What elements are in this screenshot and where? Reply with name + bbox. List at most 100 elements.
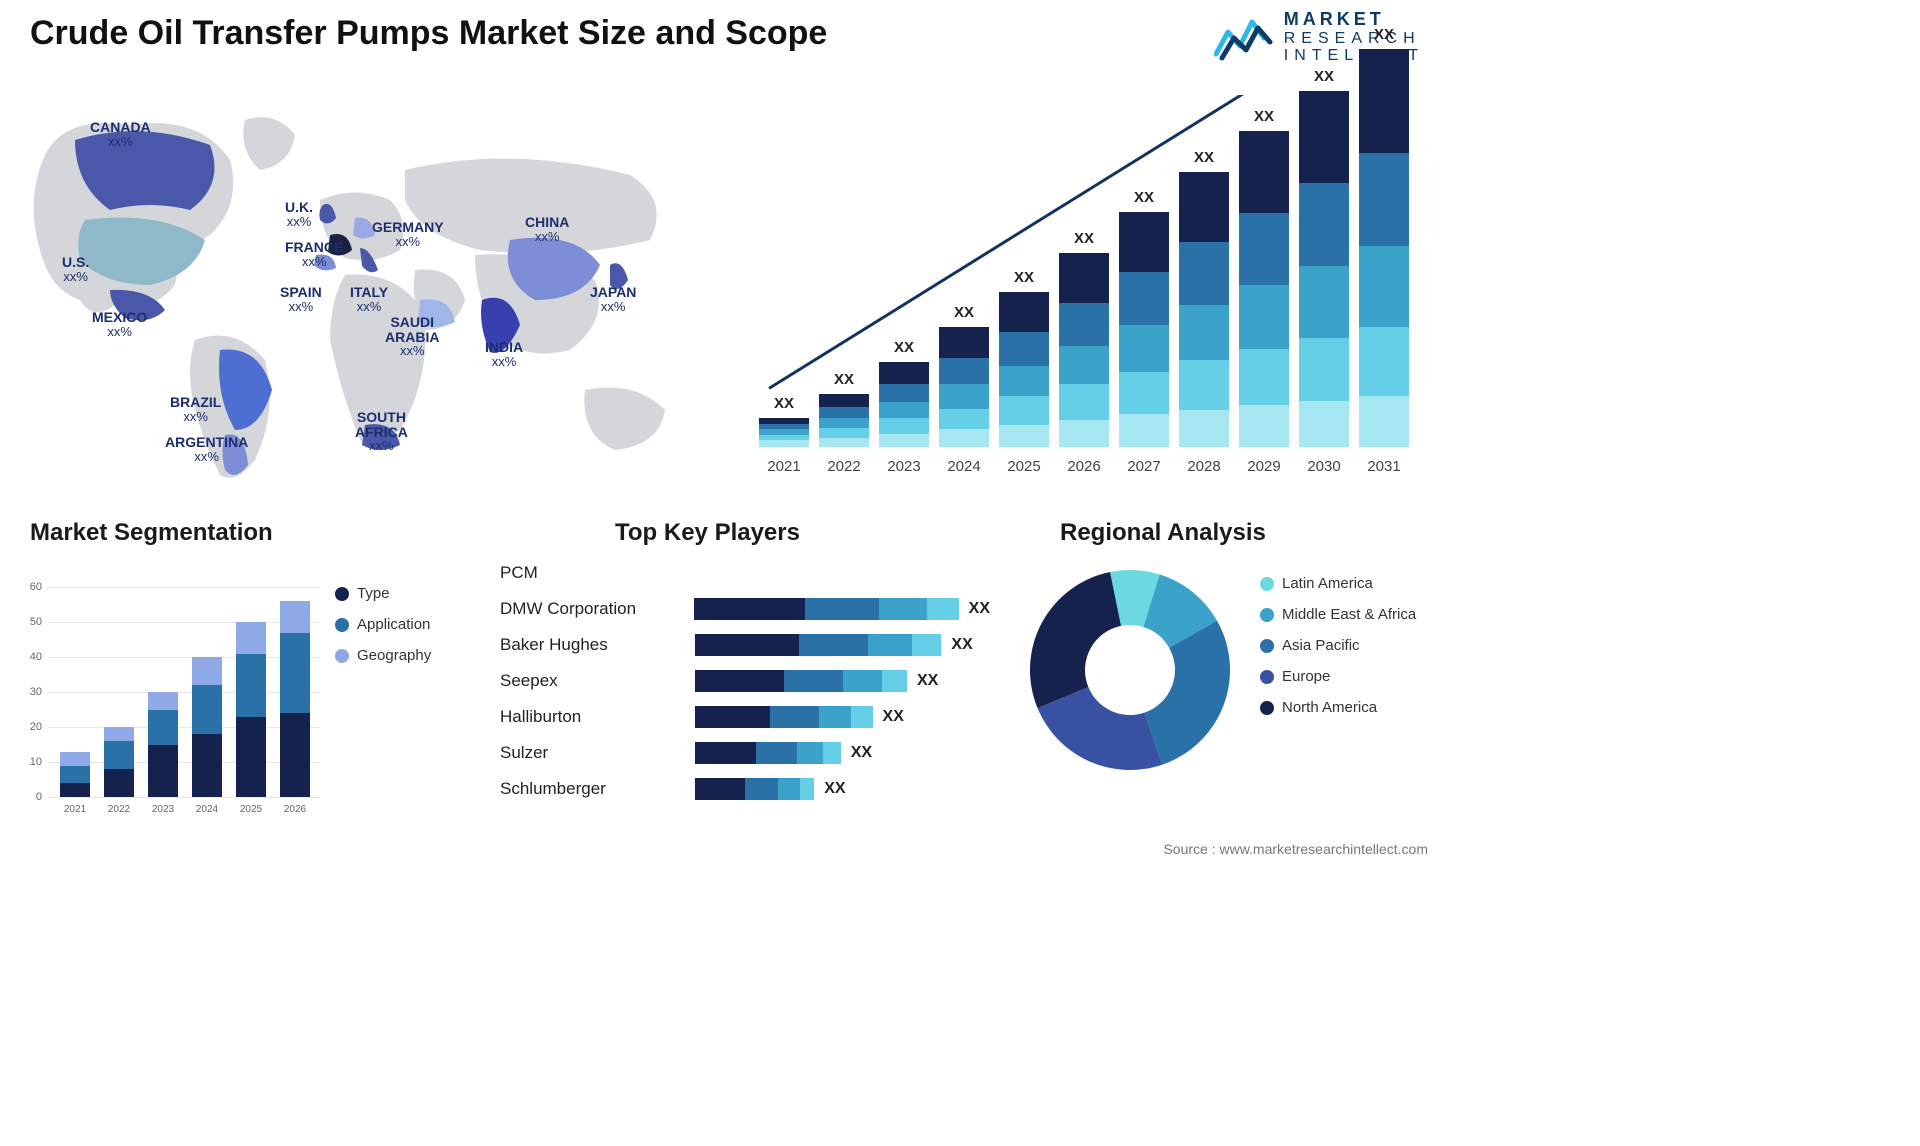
forecast-bar-segment	[939, 409, 989, 430]
world-map: CANADAxx%U.S.xx%MEXICOxx%BRAZILxx%ARGENT…	[10, 90, 715, 485]
regional-title: Regional Analysis	[1060, 519, 1266, 547]
legend-swatch-icon	[1260, 608, 1274, 622]
key-player-bar	[695, 634, 941, 656]
forecast-bar-segment	[1359, 49, 1409, 154]
page-title: Crude Oil Transfer Pumps Market Size and…	[30, 14, 827, 53]
seg-x-tick: 2021	[60, 804, 90, 815]
legend-label: North America	[1282, 699, 1377, 716]
key-player-value: XX	[951, 636, 972, 654]
forecast-bar-segment	[939, 429, 989, 447]
forecast-bar-segment	[819, 394, 869, 407]
key-player-bar-segment	[797, 742, 823, 764]
forecast-bar-segment	[999, 396, 1049, 425]
forecast-bar-segment	[879, 384, 929, 402]
forecast-bar-segment	[879, 434, 929, 447]
map-country-label: BRAZILxx%	[170, 395, 221, 423]
gridline	[48, 587, 320, 588]
legend-swatch-icon	[335, 649, 349, 663]
forecast-year-label: 2029	[1235, 458, 1293, 475]
key-player-row: HalliburtonXX	[500, 704, 990, 730]
forecast-value-label: XX	[939, 304, 989, 321]
forecast-value-label: XX	[819, 371, 869, 388]
forecast-bar-segment	[1359, 246, 1409, 327]
map-country-label: INDIAxx%	[485, 340, 523, 368]
key-player-bar-segment	[843, 670, 881, 692]
seg-y-tick: 50	[20, 616, 42, 628]
key-player-value: XX	[883, 708, 904, 726]
seg-y-tick: 60	[20, 581, 42, 593]
key-player-row: Baker Hughes XX	[500, 632, 990, 658]
map-country-label: CANADAxx%	[90, 120, 151, 148]
map-country-label: ITALYxx%	[350, 285, 388, 313]
forecast-bar-segment	[819, 407, 869, 418]
forecast-bar-segment	[939, 358, 989, 384]
forecast-bar-segment	[1059, 253, 1109, 303]
legend-swatch-icon	[335, 618, 349, 632]
forecast-bar-segment	[999, 425, 1049, 447]
key-player-bar-segment	[879, 598, 927, 620]
forecast-year-label: 2023	[875, 458, 933, 475]
map-country-label: U.S.xx%	[62, 255, 89, 283]
segmentation-chart: 0102030405060202120222023202420252026	[20, 560, 320, 815]
forecast-bar-segment	[1359, 396, 1409, 447]
map-country-label: U.K.xx%	[285, 200, 313, 228]
source-label: Source : www.marketresearchintellect.com	[1163, 841, 1428, 857]
key-player-name: Baker Hughes	[500, 635, 695, 655]
key-player-value: XX	[969, 600, 990, 618]
legend-label: Europe	[1282, 668, 1330, 685]
legend-label: Latin America	[1282, 575, 1373, 592]
key-player-bar	[694, 598, 959, 620]
seg-bar	[236, 622, 266, 797]
seg-bar-segment	[104, 727, 134, 741]
seg-bar	[60, 752, 90, 798]
forecast-year-label: 2027	[1115, 458, 1173, 475]
key-player-name: PCM	[500, 563, 695, 583]
key-player-bar-segment	[912, 634, 942, 656]
forecast-value-label: XX	[759, 395, 809, 412]
seg-bar-segment	[280, 601, 310, 633]
key-players-chart: PCMDMW CorporationXXBaker HughesXXSeepex…	[500, 560, 990, 820]
forecast-bar-segment	[1059, 346, 1109, 385]
key-player-bar-segment	[770, 706, 820, 728]
key-player-value: XX	[917, 672, 938, 690]
key-player-bar-segment	[800, 778, 814, 800]
legend-label: Asia Pacific	[1282, 637, 1360, 654]
forecast-bar-segment	[1179, 242, 1229, 305]
forecast-year-label: 2028	[1175, 458, 1233, 475]
seg-bar-segment	[148, 710, 178, 745]
legend-swatch-icon	[335, 587, 349, 601]
key-player-bar-segment	[694, 598, 805, 620]
key-player-bar-segment	[695, 634, 799, 656]
forecast-year-label: 2025	[995, 458, 1053, 475]
legend-item: Asia Pacific	[1260, 637, 1440, 654]
logo-mark-icon	[1214, 12, 1274, 62]
forecast-bar	[999, 292, 1049, 447]
seg-bar-segment	[280, 713, 310, 797]
forecast-bar-segment	[819, 418, 869, 428]
forecast-value-label: XX	[999, 269, 1049, 286]
segmentation-legend: TypeApplicationGeography	[335, 585, 485, 678]
seg-x-tick: 2026	[280, 804, 310, 815]
forecast-year-label: 2022	[815, 458, 873, 475]
map-country-label: CHINAxx%	[525, 215, 569, 243]
map-country-label: SAUDIARABIAxx%	[385, 315, 439, 358]
forecast-bar	[1179, 172, 1229, 447]
key-player-row: SulzerXX	[500, 740, 990, 766]
gridline	[48, 797, 320, 798]
forecast-bar-segment	[879, 362, 929, 384]
key-player-row: PCM	[500, 560, 990, 586]
forecast-bar-segment	[879, 402, 929, 419]
key-player-bar-segment	[851, 706, 872, 728]
regional-legend: Latin AmericaMiddle East & AfricaAsia Pa…	[1260, 575, 1440, 730]
forecast-bar-segment	[1119, 325, 1169, 372]
forecast-bar-segment	[999, 366, 1049, 397]
regional-donut	[1020, 560, 1240, 780]
key-player-row: DMW CorporationXX	[500, 596, 990, 622]
forecast-bar-segment	[1179, 410, 1229, 447]
forecast-bar	[819, 394, 869, 447]
forecast-value-label: XX	[1119, 189, 1169, 206]
key-player-name: Schlumberger	[500, 779, 695, 799]
seg-bar	[148, 692, 178, 797]
forecast-bar-segment	[1119, 414, 1169, 447]
key-player-bar-segment	[695, 742, 756, 764]
